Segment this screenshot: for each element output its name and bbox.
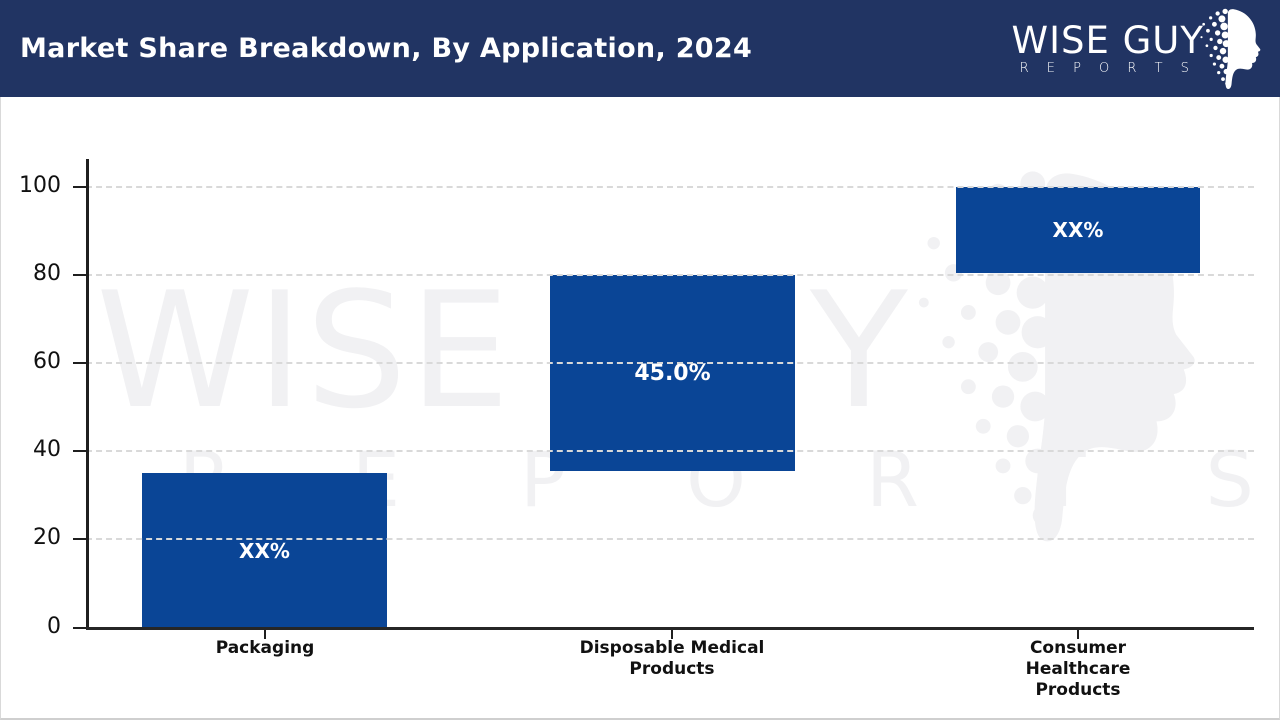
y-tick-label-40: 40 [33,437,61,462]
logo-wordmark-line1: WISE GUY [1011,19,1204,62]
x-tick [264,630,266,639]
gridline-100 [86,186,1254,188]
x-axis-label-packaging: Packaging [215,638,315,658]
y-tick [73,538,86,540]
x-axis-label-consumer-healthcare-products: Consumer Healthcare Products [1025,638,1131,700]
bar-value-label: 45.0% [634,360,711,386]
logo-wordmark-line2: R E P O R T S [1019,61,1196,76]
bar-consumer-healthcare-products: XX% [956,187,1200,273]
x-tick [1077,630,1079,639]
bar-packaging: XX% [142,473,387,628]
y-tick-label-100: 100 [19,173,61,198]
bar-value-label: XX% [1052,218,1104,242]
y-tick [73,627,86,629]
bar-value-label: XX% [239,538,290,563]
y-axis-line [86,159,89,630]
wiseguy-logo: WISE GUY R E P O R T S [1012,6,1266,92]
logo-wordmark: WISE GUY R E P O R T S [1012,22,1204,75]
y-tick-label-0: 0 [47,614,61,639]
chart-canvas: WISE GUY R E P O R T S XX% 45.0% XX% 100… [0,97,1280,720]
gridline-40 [86,450,1254,452]
x-axis-line [86,627,1254,630]
y-tick [73,362,86,364]
gridline-80 [86,274,1254,276]
header-bar: Market Share Breakdown, By Application, … [0,0,1280,97]
y-tick-label-60: 60 [33,349,61,374]
y-tick [73,186,86,188]
page-title: Market Share Breakdown, By Application, … [20,33,753,64]
y-tick [73,274,86,276]
y-tick-label-20: 20 [33,525,61,550]
gridline-20 [86,538,1254,540]
x-axis-label-disposable-medical-products: Disposable Medical Products [579,638,765,679]
bar-disposable-medical-products: 45.0% [550,275,795,471]
x-tick [671,630,673,639]
y-tick [73,450,86,452]
y-tick-label-80: 80 [33,261,61,286]
gridline-60 [86,362,1254,364]
logo-face-icon [1194,6,1266,92]
